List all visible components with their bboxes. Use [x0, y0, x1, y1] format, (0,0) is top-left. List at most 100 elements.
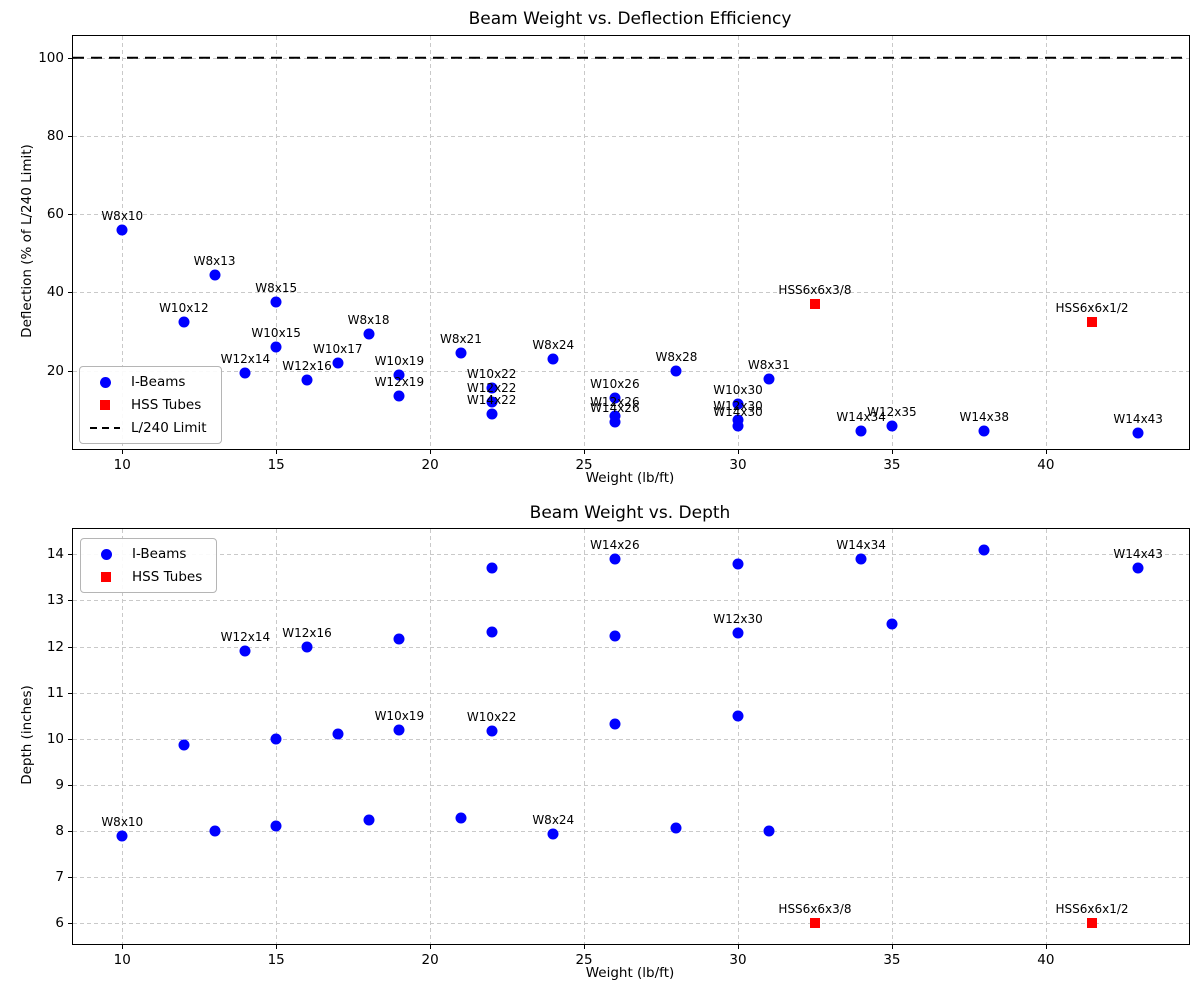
y-tick-label: 6	[55, 915, 64, 932]
y-tick-mark	[68, 692, 73, 694]
point-label-W14x34: W14x34	[836, 537, 886, 552]
x-tick-label: 30	[729, 952, 747, 968]
x-tick-mark	[737, 449, 739, 454]
data-point-ibeam-W12x22	[486, 626, 498, 638]
data-point-ibeam-W10x22	[486, 382, 498, 394]
y-tick-label: 100	[38, 49, 64, 66]
x-gridline	[584, 529, 586, 944]
data-point-ibeam-W8x21	[455, 347, 467, 359]
point-label-W14x34: W14x34	[836, 410, 886, 425]
legend-marker	[100, 400, 110, 410]
point-label-W14x38: W14x38	[959, 410, 1010, 425]
point-label-HSS6x6x1/2: HSS6x6x1/2	[1055, 902, 1129, 917]
point-label-W14x43: W14x43	[1113, 412, 1163, 427]
y-tick-label: 9	[55, 776, 64, 793]
data-point-ibeam-W8x31	[763, 373, 775, 385]
y-tick-label: 10	[46, 730, 64, 747]
y-tick-mark	[68, 370, 73, 372]
legend-entry-HSS Tubes: HSS Tubes	[91, 569, 202, 585]
data-point-ibeam-W14x34	[855, 553, 867, 565]
y-tick-mark	[68, 877, 73, 879]
data-point-ibeam-W14x22	[486, 408, 498, 420]
point-label-W12x16: W12x16	[282, 359, 332, 374]
y-gridline	[73, 831, 1189, 833]
data-point-ibeam-W12x14	[239, 645, 251, 657]
x-tick-mark	[122, 944, 124, 949]
data-point-ibeam-W10x30	[732, 710, 744, 722]
data-point-ibeam-W14x43	[1132, 427, 1144, 439]
y-gridline	[73, 646, 1189, 648]
data-point-ibeam-W12x30	[732, 627, 744, 639]
data-point-ibeam-W8x10	[116, 830, 128, 842]
x-gridline	[891, 529, 893, 944]
data-point-ibeam-W12x19	[393, 390, 405, 402]
y-gridline	[73, 370, 1189, 372]
data-point-ibeam-W8x28	[670, 365, 682, 377]
x-gridline	[276, 36, 278, 449]
point-label-W12x26: W12x26	[590, 394, 640, 409]
data-point-ibeam-W8x24	[547, 353, 559, 365]
x-tick-mark	[122, 449, 124, 454]
y-tick-mark	[68, 831, 73, 833]
data-point-ibeam-W14x30	[732, 420, 744, 431]
point-label-W12x22: W12x22	[466, 380, 517, 395]
square-marker-icon	[91, 572, 121, 582]
point-label-W10x19: W10x19	[374, 708, 425, 723]
x-tick-mark	[891, 944, 893, 949]
y-gridline	[73, 877, 1189, 879]
y-tick-mark	[68, 738, 73, 740]
point-label-W10x12: W10x12	[159, 300, 209, 315]
data-point-ibeam-W8x13	[209, 825, 221, 837]
point-label-W10x26: W10x26	[590, 376, 640, 391]
legend-label: L/240 Limit	[131, 420, 207, 436]
point-label-W12x14: W12x14	[220, 629, 271, 644]
depth-y-axis-label: Depth (inches)	[19, 685, 35, 785]
y-tick-label: 80	[46, 127, 64, 144]
data-point-hss-HSS6x6x1/2	[1087, 316, 1098, 327]
point-label-W10x17: W10x17	[312, 341, 363, 356]
y-tick-label: 12	[46, 638, 64, 655]
x-tick-mark	[584, 449, 586, 454]
point-label-W12x30: W12x30	[713, 398, 763, 413]
y-tick-mark	[68, 554, 73, 556]
data-point-hss-HSS6x6x3/8	[809, 299, 820, 310]
data-point-ibeam-W10x17	[332, 728, 344, 740]
y-tick-label: 14	[46, 546, 64, 563]
x-gridline	[122, 36, 124, 449]
y-gridline	[73, 600, 1189, 602]
point-label-W14x26: W14x26	[590, 537, 640, 552]
point-label-W10x15: W10x15	[251, 326, 301, 341]
y-gridline	[73, 135, 1189, 137]
point-label-W8x31: W8x31	[747, 357, 790, 372]
point-label-W14x22: W14x22	[466, 392, 517, 407]
x-tick-mark	[430, 449, 432, 454]
point-label-W10x22: W10x22	[466, 367, 517, 382]
data-point-hss-HSS6x6x1/2	[1087, 918, 1098, 929]
legend-label: HSS Tubes	[132, 569, 203, 585]
x-tick-label: 25	[575, 457, 593, 473]
data-point-ibeam-W8x31	[763, 825, 775, 837]
y-tick-label: 40	[46, 284, 64, 301]
y-tick-mark	[68, 292, 73, 294]
legend-label: I-Beams	[132, 546, 187, 562]
data-point-ibeam-W12x26	[609, 630, 621, 642]
point-label-W8x10: W8x10	[101, 814, 144, 829]
data-point-ibeam-W8x24	[547, 828, 559, 840]
data-point-ibeam-W8x21	[455, 812, 467, 824]
point-label-W10x22: W10x22	[466, 709, 517, 724]
legend-marker	[101, 572, 111, 582]
data-point-ibeam-W12x16	[301, 641, 313, 653]
y-tick-mark	[68, 214, 73, 216]
data-point-ibeam-W14x38	[978, 425, 990, 437]
y-tick-mark	[68, 923, 73, 925]
point-label-W12x19: W12x19	[374, 374, 425, 389]
x-tick-label: 40	[1037, 952, 1055, 968]
point-label-W8x21: W8x21	[439, 331, 482, 346]
x-tick-label: 20	[421, 952, 439, 968]
legend: I-Beams HSS Tubes L/240 Limit	[79, 366, 222, 444]
limit-line	[73, 56, 1189, 59]
legend: I-Beams HSS Tubes	[80, 538, 218, 593]
point-label-W14x43: W14x43	[1113, 547, 1163, 561]
y-tick-label: 13	[46, 592, 64, 609]
legend-marker	[99, 376, 111, 388]
